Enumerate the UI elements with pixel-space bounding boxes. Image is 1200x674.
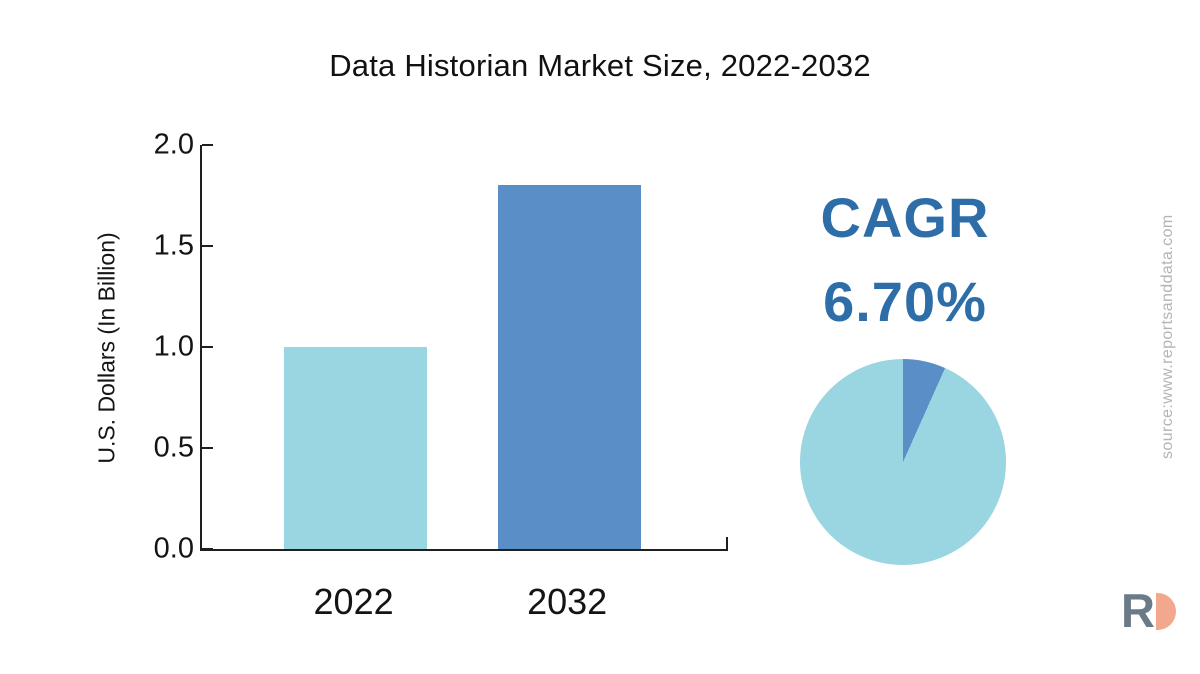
y-tick-label: 0.0 <box>153 532 194 565</box>
y-tick-mark <box>202 548 213 550</box>
cagr-callout: CAGR 6.70% <box>770 176 1040 344</box>
y-tick-label: 1.0 <box>153 330 194 363</box>
y-tick-label: 2.0 <box>153 128 194 161</box>
y-tick-label: 0.5 <box>153 431 194 464</box>
y-tick-mark <box>202 447 213 449</box>
y-tick-mark <box>202 144 213 146</box>
chart-title: Data Historian Market Size, 2022-2032 <box>329 48 871 83</box>
cagr-pie-chart <box>800 359 1006 565</box>
y-axis-label: U.S. Dollars (In Billion) <box>93 232 120 464</box>
source-attribution: source:www.reportsanddata.com <box>1159 214 1176 460</box>
bar-2032 <box>497 185 641 549</box>
cagr-value: 6.70% <box>823 270 987 333</box>
y-tick-mark <box>202 346 213 348</box>
y-tick-mark <box>202 245 213 247</box>
x-tick-label-2022: 2022 <box>313 581 394 622</box>
bar-2022 <box>284 347 428 549</box>
x-axis-end-tick <box>726 537 728 549</box>
logo-letter-r: R <box>1121 584 1155 637</box>
plot-area: 0.0 0.5 1.0 1.5 2.0 <box>154 129 728 565</box>
x-tick-label-2032: 2032 <box>527 581 608 622</box>
logo-letter-d-icon <box>1155 592 1176 630</box>
reportsanddata-logo: R <box>1121 584 1176 637</box>
cagr-label: CAGR <box>820 186 990 249</box>
y-tick-label: 1.5 <box>153 229 194 262</box>
